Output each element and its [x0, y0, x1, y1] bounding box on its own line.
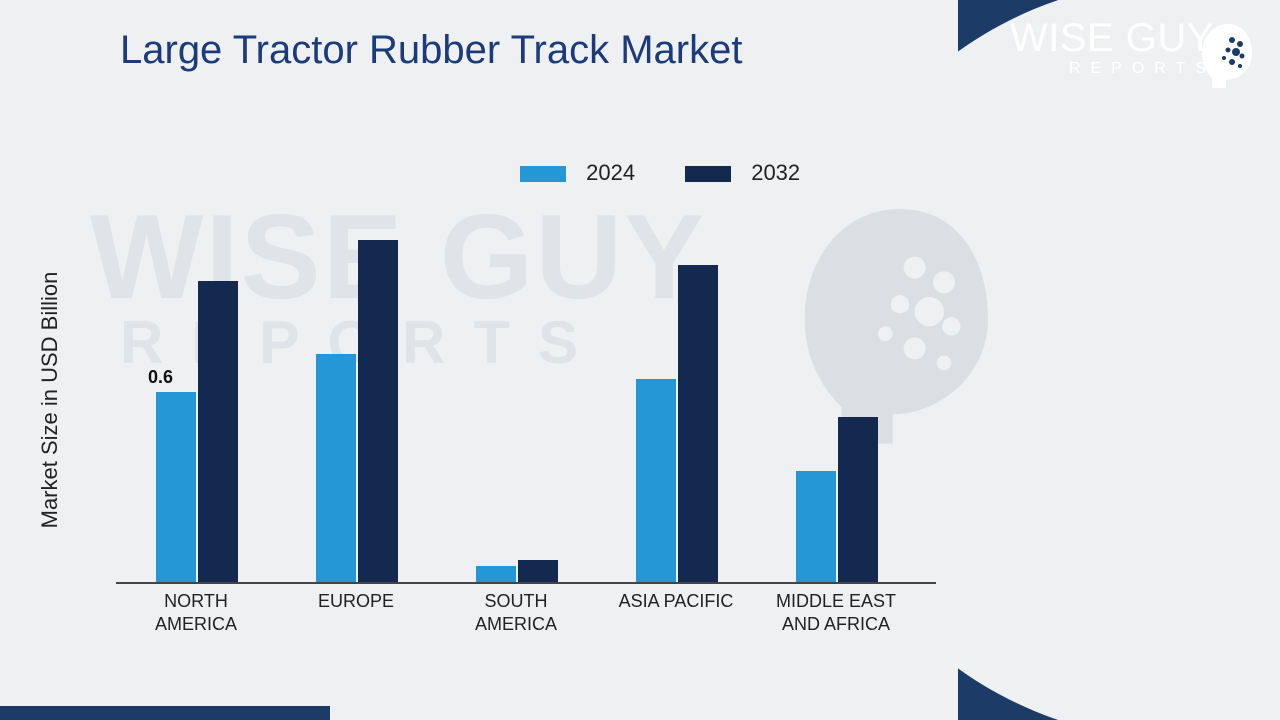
category-label: SOUTH AMERICA: [446, 590, 586, 635]
brand-logo: WISE GUY REPORTS: [984, 18, 1254, 102]
legend-swatch-2032: [685, 166, 731, 182]
bar-2024: [636, 379, 676, 582]
bar-2032: [678, 265, 718, 582]
legend-swatch-2024: [520, 166, 566, 182]
plot-area: NORTH AMERICAEUROPESOUTH AMERICAASIA PAC…: [116, 204, 936, 584]
chart-canvas: Large Tractor Rubber Track Market WISE G…: [0, 0, 1280, 720]
bar-2032: [518, 560, 558, 582]
legend-item: 2024: [520, 160, 635, 186]
category-label: EUROPE: [286, 590, 426, 613]
category-label: MIDDLE EAST AND AFRICA: [766, 590, 906, 635]
legend-item: 2032: [685, 160, 800, 186]
category-label: ASIA PACIFIC: [606, 590, 746, 613]
legend-label-2024: 2024: [586, 160, 635, 185]
value-label: 0.6: [148, 367, 173, 388]
bar-2032: [838, 417, 878, 582]
bar-2024: [796, 471, 836, 582]
legend-label-2032: 2032: [751, 160, 800, 185]
bar-2024: [476, 566, 516, 582]
brand-sub: REPORTS: [984, 60, 1216, 78]
y-axis-label: Market Size in USD Billion: [37, 272, 63, 529]
chart-title: Large Tractor Rubber Track Market: [120, 28, 742, 73]
bar-2024: [156, 392, 196, 582]
bottom-accent-bar: [0, 706, 330, 720]
chart-region: Market Size in USD Billion 2024 2032 NOR…: [60, 160, 960, 690]
legend: 2024 2032: [520, 160, 800, 186]
brand-main: WISE GUY: [984, 18, 1214, 58]
bar-2032: [198, 281, 238, 582]
bar-2032: [358, 240, 398, 582]
category-label: NORTH AMERICA: [126, 590, 266, 635]
bar-2024: [316, 354, 356, 582]
brand-head-icon: [1198, 22, 1258, 92]
